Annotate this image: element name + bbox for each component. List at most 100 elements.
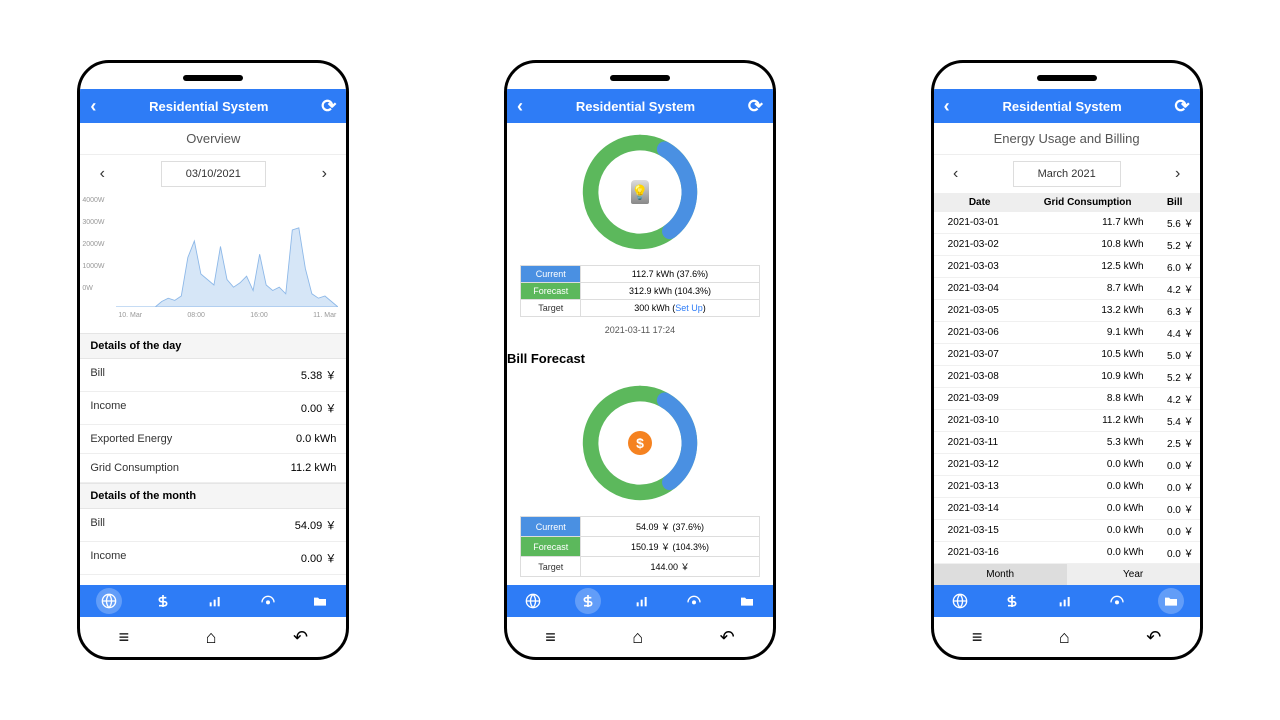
- table-row: 2021-03-160.0 kWh0.0 ￥: [934, 542, 1200, 564]
- tab-dollar-icon[interactable]: [575, 588, 601, 614]
- detail-value: 0.0 kWh: [296, 433, 336, 445]
- date-prev-icon[interactable]: ‹: [946, 165, 966, 183]
- date-next-icon[interactable]: ›: [314, 165, 334, 183]
- table-row: 2021-03-130.0 kWh0.0 ￥: [934, 476, 1200, 498]
- target-label: Target: [521, 557, 581, 577]
- phone-overview: ‹ Residential System ⟳ Overview ‹ 03/10/…: [77, 60, 349, 660]
- menu-icon[interactable]: ≡: [545, 627, 556, 648]
- table-row: 2021-03-0210.8 kWh5.2 ￥: [934, 234, 1200, 256]
- tab-dollar-icon[interactable]: [152, 590, 174, 612]
- tab-chart-icon[interactable]: [204, 590, 226, 612]
- power-chart: 4000W3000W2000W1000W0W 10. Mar08:0016:00…: [80, 193, 346, 333]
- current-label: Current: [521, 266, 581, 283]
- current-label: Current: [521, 517, 581, 537]
- current-value: 54.09 ￥ (37.6%): [581, 517, 759, 537]
- period-year-button[interactable]: Year: [1067, 564, 1200, 585]
- forecast-label: Forecast: [521, 537, 581, 557]
- table-row: 2021-03-115.3 kWh2.5 ￥: [934, 432, 1200, 454]
- detail-value: 54.09 ￥: [295, 517, 337, 533]
- detail-row: Grid Consumption 11.2 kWh: [80, 454, 346, 483]
- target-value: 144.00 ￥: [581, 557, 759, 577]
- table-column-header: Date: [934, 193, 1026, 212]
- detail-row: Income0.00 ￥: [80, 542, 346, 575]
- table-row: 2021-03-0710.5 kWh5.0 ￥: [934, 344, 1200, 366]
- app-header: ‹ Residential System ⟳: [80, 89, 346, 123]
- date-next-icon[interactable]: ›: [1168, 165, 1188, 183]
- table-row: 2021-03-0111.7 kWh5.6 ￥: [934, 212, 1200, 234]
- home-icon[interactable]: ⌂: [206, 627, 217, 648]
- details-month-header: Details of the month: [80, 483, 346, 509]
- refresh-icon[interactable]: ⟳: [748, 96, 763, 117]
- billing-table: DateGrid ConsumptionBill 2021-03-0111.7 …: [934, 193, 1200, 564]
- table-row: 2021-03-1011.2 kWh5.4 ￥: [934, 410, 1200, 432]
- period-month-button[interactable]: Month: [934, 564, 1067, 585]
- detail-label: Income: [90, 550, 126, 566]
- tab-gauge-icon[interactable]: [1106, 590, 1128, 612]
- date-prev-icon[interactable]: ‹: [92, 165, 112, 183]
- tab-chart-icon[interactable]: [631, 590, 653, 612]
- tab-chart-icon[interactable]: [1054, 590, 1076, 612]
- detail-row: Bill5.38 ￥: [80, 359, 346, 392]
- tab-bar: [80, 585, 346, 617]
- tab-gauge-icon[interactable]: [683, 590, 705, 612]
- detail-label: Bill: [90, 517, 105, 533]
- header-title: Residential System: [523, 99, 748, 114]
- detail-row: Income0.00 ￥: [80, 392, 346, 425]
- target-label: Target: [521, 300, 581, 317]
- tab-globe-icon[interactable]: [96, 588, 122, 614]
- back-nav-icon[interactable]: ↶: [720, 627, 735, 648]
- target-value: 300 kWh (Set Up): [581, 300, 759, 317]
- header-title: Residential System: [950, 99, 1175, 114]
- table-column-header: Grid Consumption: [1026, 193, 1150, 212]
- current-value: 112.7 kWh (37.6%): [581, 266, 759, 283]
- table-row: 2021-03-0312.5 kWh6.0 ￥: [934, 256, 1200, 278]
- menu-icon[interactable]: ≡: [972, 627, 983, 648]
- dollar-icon: $: [628, 431, 652, 455]
- tab-folder-icon[interactable]: [1158, 588, 1184, 614]
- system-nav-bar: ≡ ⌂ ↶: [507, 617, 773, 657]
- date-display[interactable]: 03/10/2021: [161, 161, 266, 187]
- tab-folder-icon[interactable]: [309, 590, 331, 612]
- bill-gauge: $: [575, 378, 705, 508]
- tab-folder-icon[interactable]: [736, 590, 758, 612]
- refresh-icon[interactable]: ⟳: [321, 96, 336, 117]
- tab-bar: [507, 585, 773, 617]
- tab-gauge-icon[interactable]: [257, 590, 279, 612]
- bill-forecast-table: Current54.09 ￥ (37.6%) Forecast150.19 ￥ …: [520, 516, 759, 577]
- forecast-label: Forecast: [521, 283, 581, 300]
- app-header: ‹ Residential System ⟳: [934, 89, 1200, 123]
- tab-globe-icon[interactable]: [949, 590, 971, 612]
- detail-label: Grid Consumption: [90, 462, 179, 474]
- refresh-icon[interactable]: ⟳: [1175, 96, 1190, 117]
- bill-forecast-title: Bill Forecast: [507, 343, 773, 374]
- system-nav-bar: ≡ ⌂ ↶: [934, 617, 1200, 657]
- date-navigator: ‹ 03/10/2021 ›: [80, 155, 346, 193]
- detail-row: Bill 54.09 ￥: [80, 509, 346, 542]
- table-row: 2021-03-048.7 kWh4.2 ￥: [934, 278, 1200, 300]
- table-row: 2021-03-0513.2 kWh6.3 ￥: [934, 300, 1200, 322]
- home-icon[interactable]: ⌂: [632, 627, 643, 648]
- date-display[interactable]: March 2021: [1013, 161, 1121, 187]
- detail-value: 11.2 kWh: [291, 462, 337, 474]
- tab-globe-icon[interactable]: [522, 590, 544, 612]
- back-nav-icon[interactable]: ↶: [293, 627, 308, 648]
- energy-gauge: 💡: [575, 127, 705, 257]
- table-row: 2021-03-150.0 kWh0.0 ￥: [934, 520, 1200, 542]
- forecast-value: 312.9 kWh (104.3%): [581, 283, 759, 300]
- bulb-icon: 💡: [631, 180, 649, 204]
- back-nav-icon[interactable]: ↶: [1146, 627, 1161, 648]
- home-icon[interactable]: ⌂: [1059, 627, 1070, 648]
- setup-link[interactable]: Set Up: [675, 303, 703, 313]
- tab-dollar-icon[interactable]: [1001, 590, 1023, 612]
- table-row: 2021-03-069.1 kWh4.4 ￥: [934, 322, 1200, 344]
- tab-bar: [934, 585, 1200, 617]
- forecast-value: 150.19 ￥ (104.3%): [581, 537, 759, 557]
- header-title: Residential System: [96, 99, 321, 114]
- detail-label: Income: [90, 400, 126, 416]
- detail-label: Bill: [90, 367, 105, 383]
- phone-forecast: ‹ Residential System ⟳ 💡 Current112.7 kW…: [504, 60, 776, 660]
- period-toggle: Month Year: [934, 564, 1200, 585]
- menu-icon[interactable]: ≡: [119, 627, 130, 648]
- system-nav-bar: ≡ ⌂ ↶: [80, 617, 346, 657]
- page-subtitle: Energy Usage and Billing: [934, 123, 1200, 155]
